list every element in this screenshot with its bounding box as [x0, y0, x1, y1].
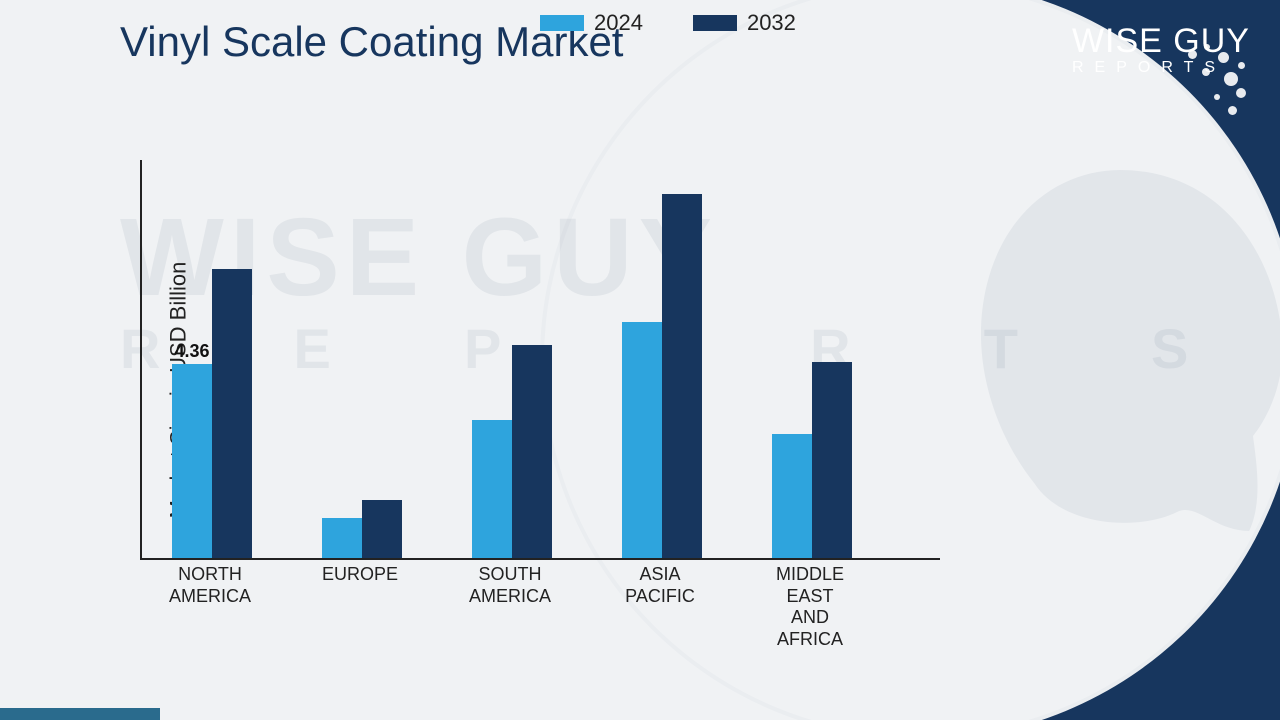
- bar-group: [322, 500, 402, 558]
- chart-stage: WISE GUYR E P O R T S WISE GUY REPORTS V…: [0, 0, 1280, 720]
- bar-chart: Market Size in USD Billion 4.36 NORTH AM…: [60, 160, 940, 620]
- category-label: NORTH AMERICA: [140, 564, 280, 607]
- legend-item-2024: 2024: [540, 10, 643, 36]
- category-label: MIDDLE EAST AND AFRICA: [740, 564, 880, 650]
- category-label: SOUTH AMERICA: [440, 564, 580, 607]
- bar-series-b: [362, 500, 402, 558]
- bar-series-b: [662, 194, 702, 558]
- bar-series-b: [512, 345, 552, 558]
- bar-group: [772, 362, 852, 558]
- bar-series-a: 4.36: [172, 364, 212, 558]
- legend-label-2024: 2024: [594, 10, 643, 36]
- legend-item-2032: 2032: [693, 10, 796, 36]
- plot-area: 4.36: [140, 160, 940, 560]
- bar-series-a: [322, 518, 362, 558]
- bar-series-b: [212, 269, 252, 558]
- bar-group: 4.36: [172, 269, 252, 558]
- accent-bar: [0, 708, 160, 720]
- legend-label-2032: 2032: [747, 10, 796, 36]
- bar-series-a: [772, 434, 812, 558]
- legend-swatch-2024: [540, 15, 584, 31]
- bar-series-a: [622, 322, 662, 558]
- legend-swatch-2032: [693, 15, 737, 31]
- bar-group: [472, 345, 552, 558]
- category-label: EUROPE: [290, 564, 430, 586]
- bar-group: [622, 194, 702, 558]
- brand-logo: WISE GUY REPORTS: [1072, 22, 1250, 77]
- bar-value-label: 4.36: [172, 341, 212, 364]
- category-label: ASIA PACIFIC: [590, 564, 730, 607]
- bar-series-b: [812, 362, 852, 558]
- bar-series-a: [472, 420, 512, 558]
- brand-head-icon: [1178, 40, 1258, 130]
- legend: 2024 2032: [540, 10, 796, 36]
